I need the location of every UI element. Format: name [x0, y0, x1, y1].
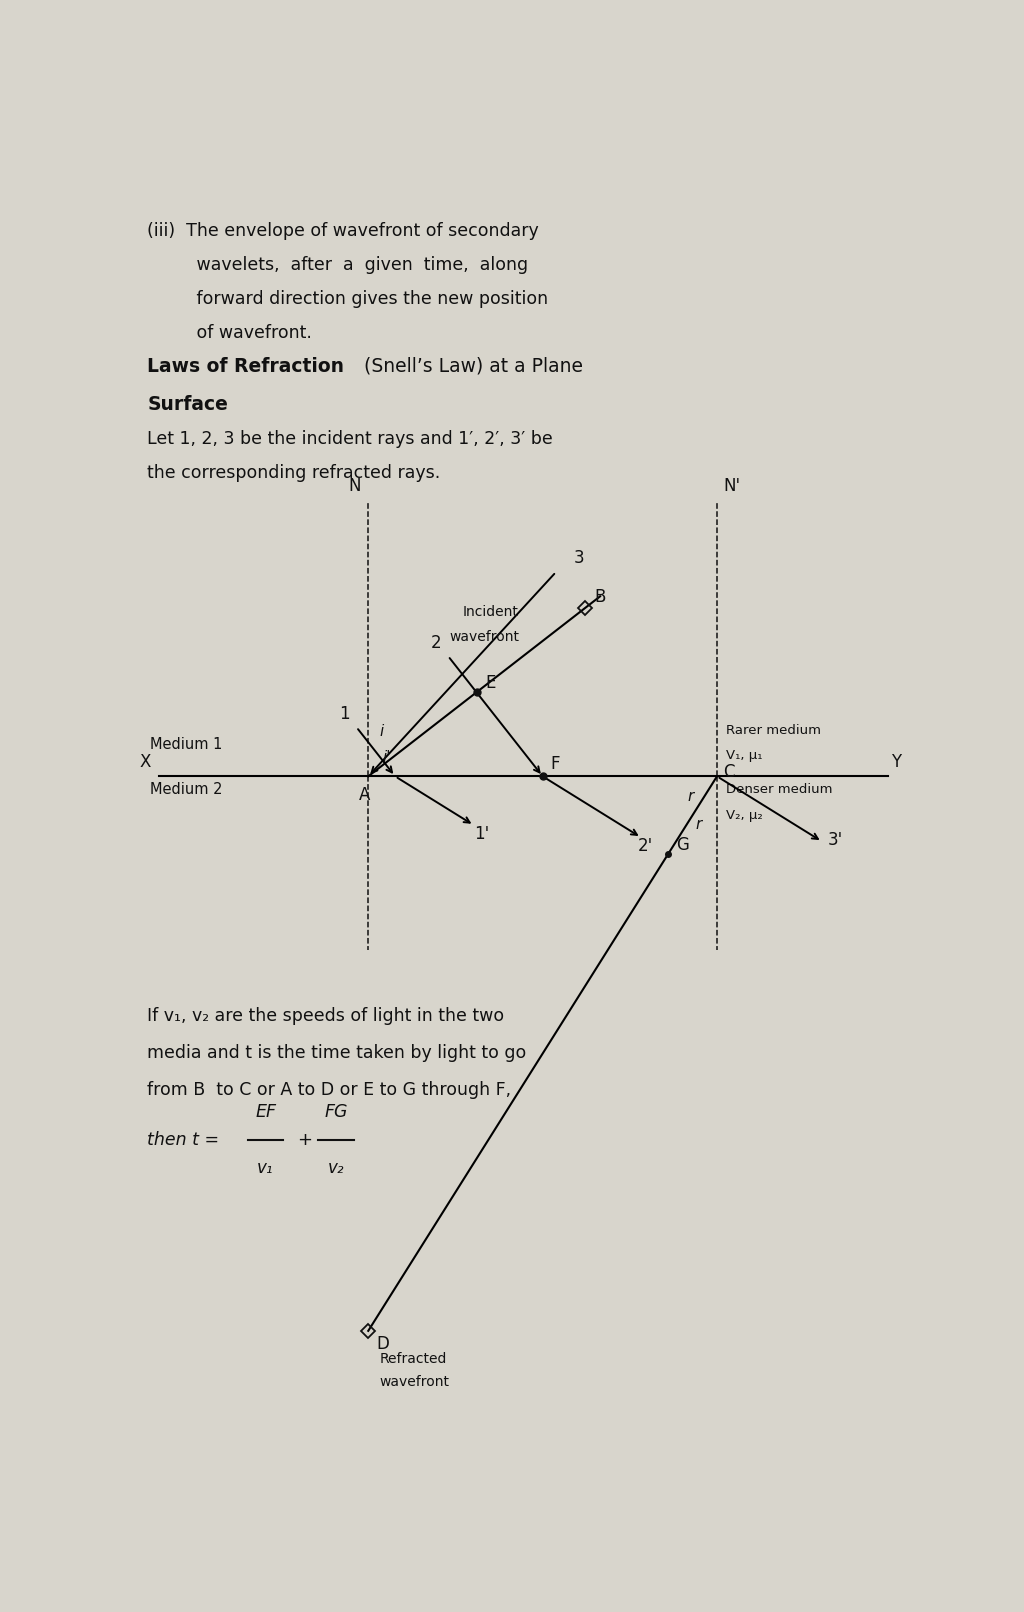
Text: FG: FG — [325, 1103, 348, 1120]
Text: A: A — [358, 785, 370, 803]
Text: If v₁, v₂ are the speeds of light in the two: If v₁, v₂ are the speeds of light in the… — [147, 1008, 505, 1025]
Text: +: + — [297, 1130, 312, 1149]
Text: (Snell’s Law) at a Plane: (Snell’s Law) at a Plane — [358, 356, 584, 376]
Text: Incident: Incident — [463, 604, 519, 619]
Text: 1': 1' — [474, 825, 489, 843]
Text: r: r — [687, 788, 694, 804]
Text: i': i' — [382, 751, 391, 766]
Text: then t =: then t = — [147, 1130, 219, 1149]
Text: Laws of Refraction: Laws of Refraction — [147, 356, 344, 376]
Text: G: G — [676, 837, 689, 854]
Text: 3: 3 — [573, 548, 584, 566]
Text: from B  to C or A to D or E to G through F,: from B to C or A to D or E to G through … — [147, 1082, 512, 1099]
Text: wavefront: wavefront — [449, 630, 519, 645]
Text: D: D — [376, 1335, 389, 1352]
Text: (iii)  The envelope of wavefront of secondary: (iii) The envelope of wavefront of secon… — [147, 222, 539, 240]
Text: F: F — [550, 754, 560, 772]
Text: wavefront: wavefront — [380, 1375, 450, 1390]
Text: X: X — [139, 753, 151, 771]
Text: V₁, μ₁: V₁, μ₁ — [726, 750, 763, 762]
Text: Refracted: Refracted — [380, 1352, 447, 1367]
Text: Y: Y — [891, 753, 901, 771]
Text: V₂, μ₂: V₂, μ₂ — [726, 809, 763, 822]
Text: E: E — [485, 674, 497, 693]
Text: N': N' — [723, 477, 740, 495]
Text: 1: 1 — [339, 706, 350, 724]
Text: Medium 1: Medium 1 — [150, 737, 222, 751]
Text: r: r — [695, 817, 701, 832]
Text: 2': 2' — [637, 837, 652, 856]
Text: v₁: v₁ — [257, 1159, 273, 1177]
Text: of wavefront.: of wavefront. — [147, 324, 312, 342]
Text: 3': 3' — [827, 832, 843, 850]
Text: i: i — [379, 724, 383, 740]
Text: Rarer medium: Rarer medium — [726, 724, 821, 737]
Text: C: C — [723, 764, 734, 782]
Text: EF: EF — [255, 1103, 276, 1120]
Text: v₂: v₂ — [328, 1159, 344, 1177]
Text: wavelets,  after  a  given  time,  along: wavelets, after a given time, along — [147, 256, 528, 274]
Text: 2: 2 — [431, 634, 441, 653]
Text: media and t is the time taken by light to go: media and t is the time taken by light t… — [147, 1045, 526, 1062]
Text: Denser medium: Denser medium — [726, 783, 833, 796]
Text: Surface: Surface — [147, 395, 228, 414]
Text: forward direction gives the new position: forward direction gives the new position — [147, 290, 549, 308]
Text: N: N — [348, 477, 360, 495]
Text: B: B — [594, 588, 605, 606]
Text: the corresponding refracted rays.: the corresponding refracted rays. — [147, 464, 440, 482]
Text: Medium 2: Medium 2 — [150, 782, 222, 798]
Text: Let 1, 2, 3 be the incident rays and 1′, 2′, 3′ be: Let 1, 2, 3 be the incident rays and 1′,… — [147, 430, 553, 448]
